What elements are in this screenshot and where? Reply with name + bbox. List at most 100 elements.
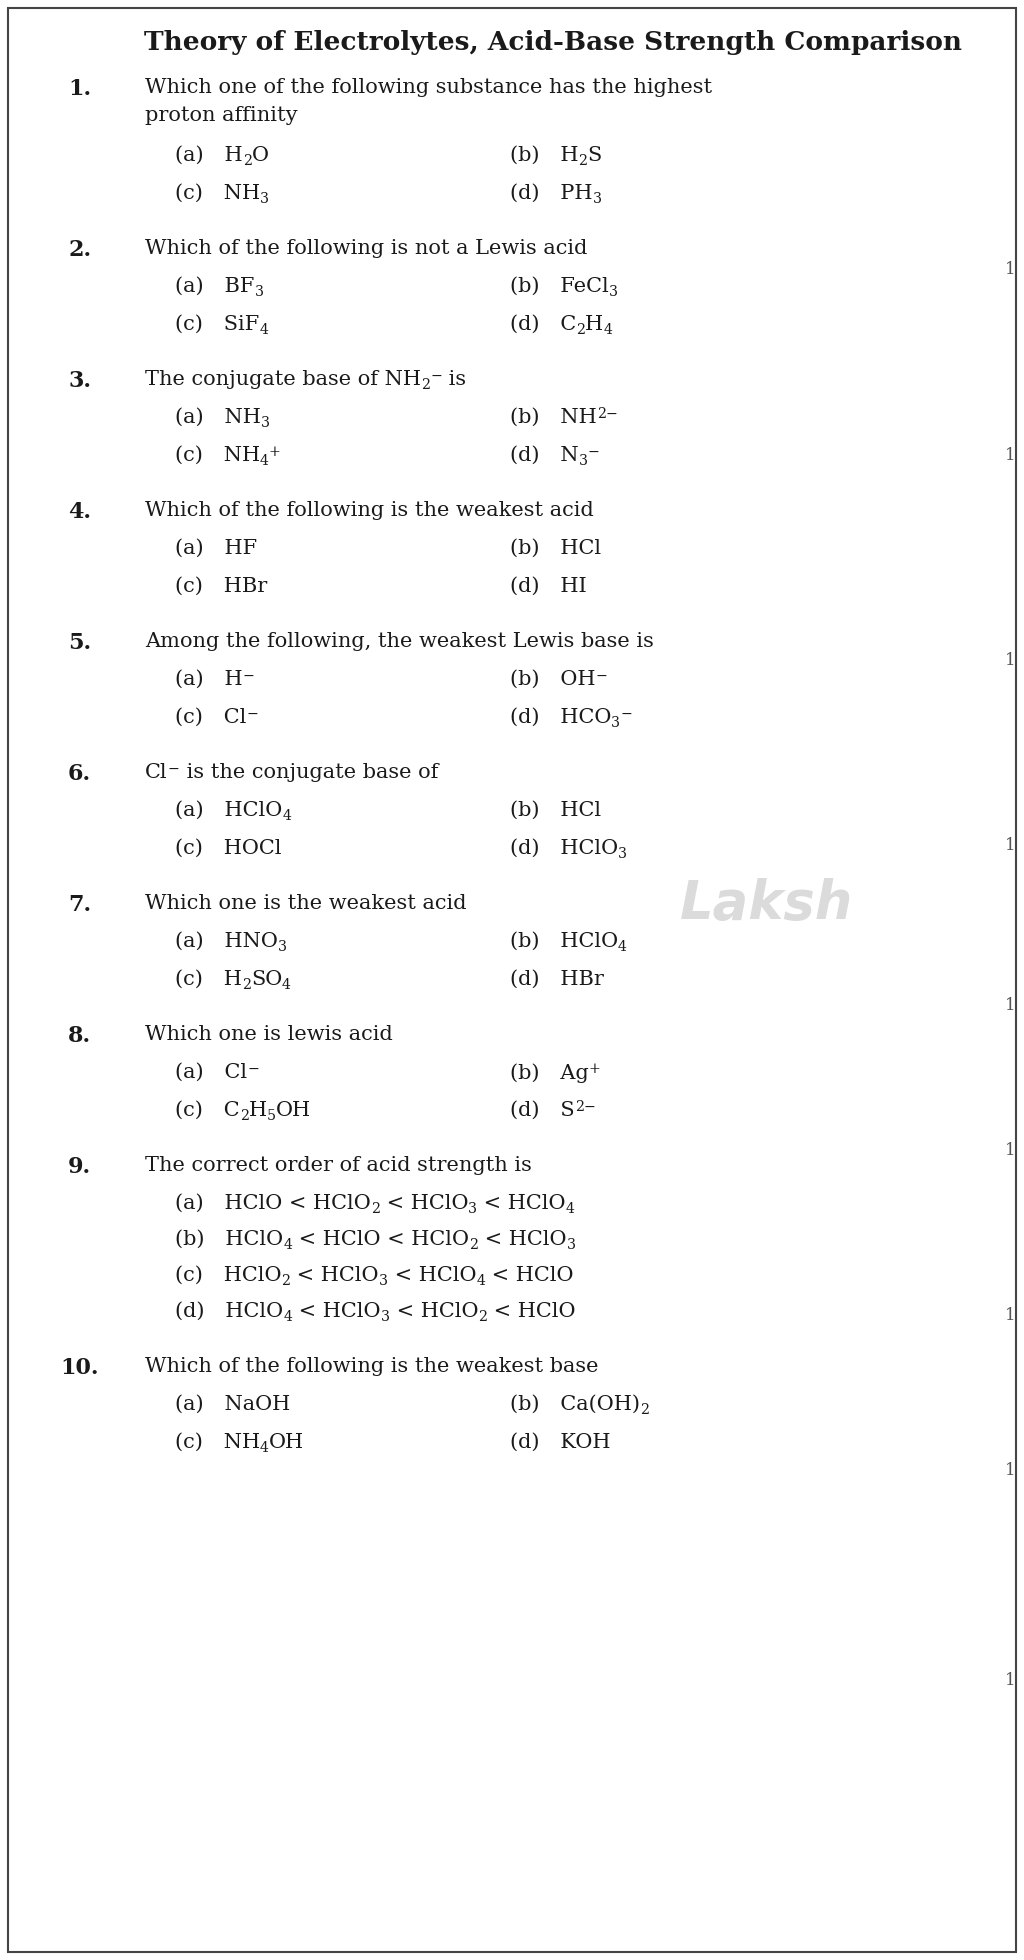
Text: (d) HI: (d) HI bbox=[510, 576, 587, 596]
Text: 3: 3 bbox=[566, 1239, 575, 1252]
Text: 1: 1 bbox=[1005, 1672, 1016, 1688]
Text: 4: 4 bbox=[565, 1201, 574, 1217]
Text: 8.: 8. bbox=[68, 1025, 91, 1047]
Text: 3: 3 bbox=[254, 286, 263, 300]
Text: (a) Cl: (a) Cl bbox=[175, 1062, 247, 1082]
Text: (b) HClO: (b) HClO bbox=[510, 933, 618, 951]
Text: Cl: Cl bbox=[145, 762, 168, 782]
Text: 4: 4 bbox=[260, 1441, 269, 1454]
Text: Laksh: Laksh bbox=[680, 878, 853, 929]
Text: (d) HClO: (d) HClO bbox=[510, 839, 618, 858]
Text: OH: OH bbox=[275, 1102, 311, 1119]
Text: 3: 3 bbox=[278, 941, 287, 955]
Text: 3: 3 bbox=[611, 715, 621, 731]
Text: 2: 2 bbox=[243, 155, 252, 169]
Text: (c) HClO: (c) HClO bbox=[175, 1266, 282, 1286]
Text: S: S bbox=[588, 145, 602, 165]
Text: 3.: 3. bbox=[68, 370, 91, 392]
Text: 2: 2 bbox=[640, 1403, 649, 1417]
Text: (b) H: (b) H bbox=[510, 145, 579, 165]
Text: (d) HClO: (d) HClO bbox=[175, 1301, 283, 1321]
Text: 5.: 5. bbox=[68, 631, 91, 655]
Text: 1: 1 bbox=[1005, 447, 1016, 463]
Text: 2−: 2− bbox=[597, 406, 617, 421]
Text: (d) S: (d) S bbox=[510, 1102, 574, 1119]
Text: 3: 3 bbox=[261, 416, 270, 431]
Text: 3: 3 bbox=[260, 192, 269, 206]
Text: (b) Ca(OH): (b) Ca(OH) bbox=[510, 1396, 640, 1413]
Text: OH: OH bbox=[269, 1433, 304, 1452]
Text: (c) NH: (c) NH bbox=[175, 447, 260, 465]
Text: 2: 2 bbox=[469, 1239, 478, 1252]
Text: H: H bbox=[586, 316, 603, 333]
Text: Which one of the following substance has the highest: Which one of the following substance has… bbox=[145, 78, 712, 96]
Text: (a) NaOH: (a) NaOH bbox=[175, 1396, 290, 1413]
Text: (a) NH: (a) NH bbox=[175, 408, 261, 427]
Text: (d) C: (d) C bbox=[510, 316, 577, 333]
Text: 1: 1 bbox=[1005, 1307, 1016, 1323]
Text: 5: 5 bbox=[266, 1109, 275, 1123]
Text: 3: 3 bbox=[468, 1201, 477, 1217]
Text: Which one is the weakest acid: Which one is the weakest acid bbox=[145, 894, 467, 913]
Text: (b) NH: (b) NH bbox=[510, 408, 597, 427]
Text: 9.: 9. bbox=[68, 1156, 91, 1178]
Text: 2.: 2. bbox=[68, 239, 91, 261]
Text: 1: 1 bbox=[1005, 261, 1016, 278]
Text: (b) HClO: (b) HClO bbox=[175, 1231, 283, 1249]
Text: 4: 4 bbox=[603, 323, 612, 337]
Text: (d) HCO: (d) HCO bbox=[510, 708, 611, 727]
Text: < HClO: < HClO bbox=[478, 1231, 566, 1249]
Text: < HClO: < HClO bbox=[388, 1266, 476, 1286]
Text: 7.: 7. bbox=[68, 894, 91, 915]
Text: (b) HCl: (b) HCl bbox=[510, 539, 601, 559]
Text: (d) KOH: (d) KOH bbox=[510, 1433, 610, 1452]
Text: 1: 1 bbox=[1005, 651, 1016, 668]
Text: 6.: 6. bbox=[68, 762, 91, 786]
Text: +: + bbox=[589, 1062, 601, 1076]
Text: (b) FeCl: (b) FeCl bbox=[510, 276, 608, 296]
Text: 2−: 2− bbox=[574, 1100, 596, 1113]
Text: −: − bbox=[596, 668, 607, 682]
Text: 2: 2 bbox=[240, 1109, 249, 1123]
Text: 4: 4 bbox=[618, 941, 627, 955]
Text: Which of the following is not a Lewis acid: Which of the following is not a Lewis ac… bbox=[145, 239, 588, 259]
Text: (c) Cl: (c) Cl bbox=[175, 708, 247, 727]
Text: Theory of Electrolytes, Acid-Base Strength Comparison: Theory of Electrolytes, Acid-Base Streng… bbox=[144, 29, 962, 55]
Text: 10.: 10. bbox=[60, 1356, 98, 1380]
Text: 4: 4 bbox=[283, 809, 291, 823]
Text: (b) HCl: (b) HCl bbox=[510, 802, 601, 819]
Text: −: − bbox=[168, 762, 179, 776]
Text: (a) HNO: (a) HNO bbox=[175, 933, 278, 951]
Text: < HClO: < HClO bbox=[485, 1266, 573, 1286]
Text: (a) HClO < HClO: (a) HClO < HClO bbox=[175, 1194, 371, 1213]
Text: −: − bbox=[247, 706, 258, 721]
Text: (d) PH: (d) PH bbox=[510, 184, 593, 204]
Text: is the conjugate base of: is the conjugate base of bbox=[179, 762, 438, 782]
Text: Which of the following is the weakest base: Which of the following is the weakest ba… bbox=[145, 1356, 598, 1376]
Text: 4: 4 bbox=[283, 978, 291, 992]
Text: 1: 1 bbox=[1005, 1462, 1016, 1478]
Text: Which one is lewis acid: Which one is lewis acid bbox=[145, 1025, 393, 1045]
Text: 4: 4 bbox=[283, 1239, 292, 1252]
Text: 4: 4 bbox=[283, 1309, 292, 1325]
Text: (c) HBr: (c) HBr bbox=[175, 576, 267, 596]
Text: (a) BF: (a) BF bbox=[175, 276, 254, 296]
Text: 2: 2 bbox=[421, 378, 430, 392]
Text: 4.: 4. bbox=[68, 502, 91, 523]
Text: −: − bbox=[621, 706, 632, 721]
Text: −: − bbox=[243, 668, 255, 682]
Text: (b) OH: (b) OH bbox=[510, 670, 596, 690]
Text: 3: 3 bbox=[379, 1274, 388, 1288]
Text: < HClO: < HClO bbox=[487, 1301, 575, 1321]
Text: 4: 4 bbox=[476, 1274, 485, 1288]
Text: (b) Ag: (b) Ag bbox=[510, 1062, 589, 1082]
Text: 2: 2 bbox=[371, 1201, 380, 1217]
Text: (a) HF: (a) HF bbox=[175, 539, 257, 559]
Text: 2: 2 bbox=[478, 1309, 487, 1325]
Text: Which of the following is the weakest acid: Which of the following is the weakest ac… bbox=[145, 502, 594, 519]
Text: < HClO: < HClO bbox=[389, 1301, 478, 1321]
Text: (c) NH: (c) NH bbox=[175, 184, 260, 204]
Text: < HClO: < HClO bbox=[380, 1194, 468, 1213]
Text: (a) H: (a) H bbox=[175, 145, 243, 165]
Text: (c) HOCl: (c) HOCl bbox=[175, 839, 282, 858]
